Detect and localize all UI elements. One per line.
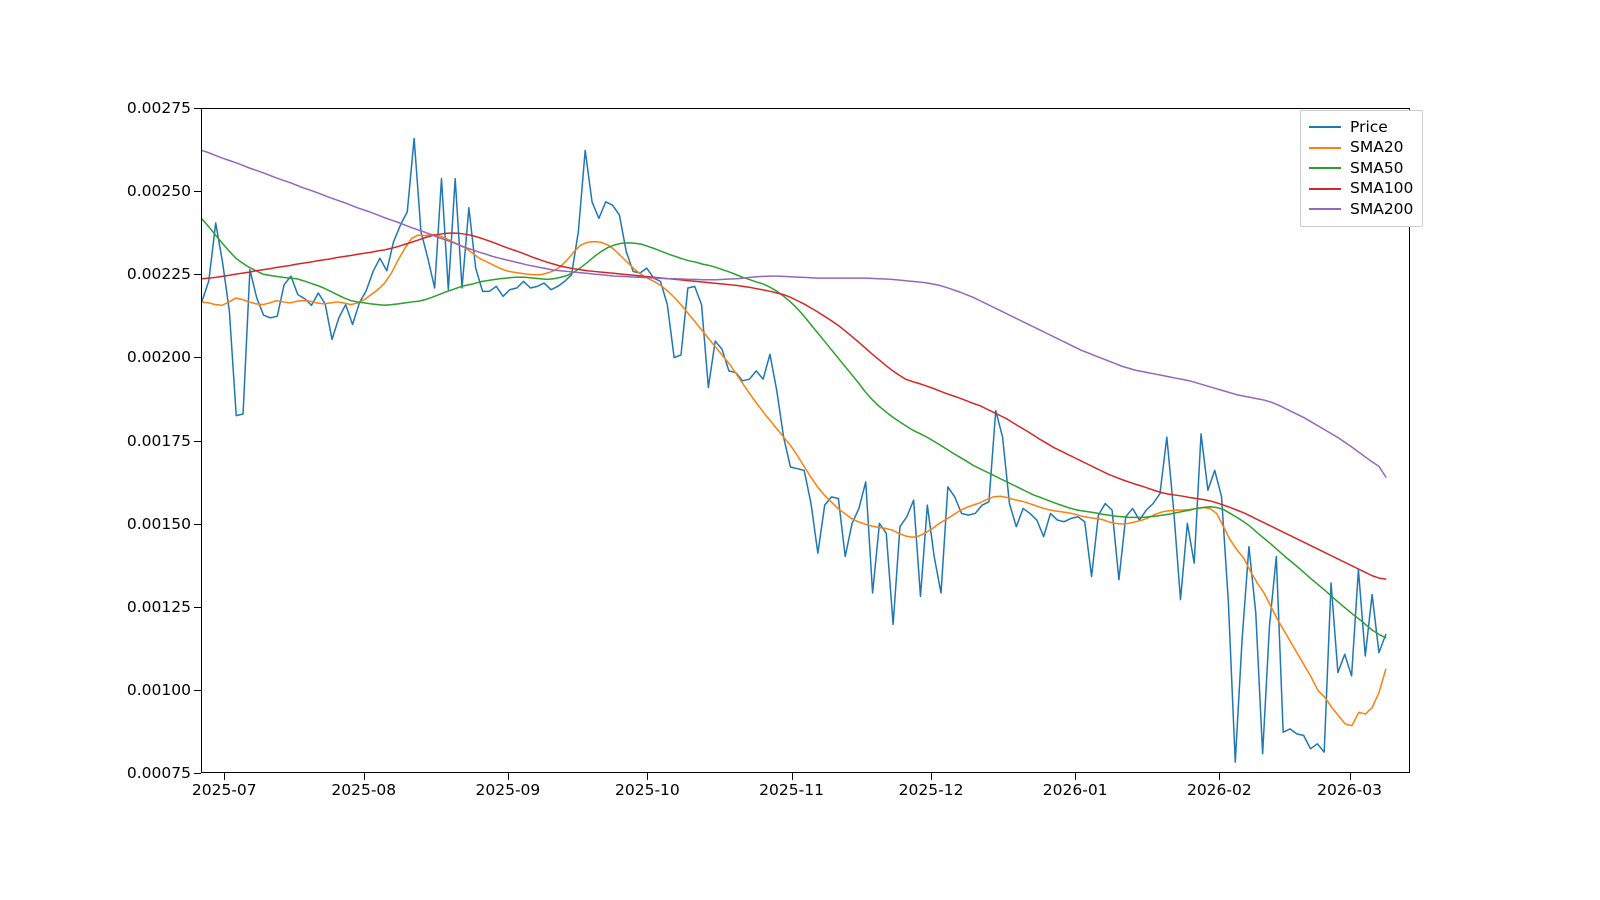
x-tick-label: 2025-09 xyxy=(475,781,541,799)
legend-label: SMA200 xyxy=(1350,199,1414,218)
legend-color-swatch xyxy=(1309,187,1341,190)
series-line-sma20 xyxy=(202,234,1386,725)
legend-color-swatch xyxy=(1309,208,1341,211)
x-tick-label: 2025-10 xyxy=(615,781,680,799)
y-tick-label: 0.00150 xyxy=(126,514,191,533)
x-tick-label: 2025-11 xyxy=(759,781,824,799)
legend-label: SMA20 xyxy=(1350,138,1404,156)
plot-area xyxy=(201,108,1410,773)
x-tick-mark xyxy=(647,773,649,780)
x-tick-label: 2025-12 xyxy=(898,781,964,799)
legend-color-swatch xyxy=(1309,126,1341,129)
y-tick-mark xyxy=(194,606,201,608)
x-tick-label: 2026-01 xyxy=(1042,781,1108,799)
y-tick-label: 0.00275 xyxy=(126,99,191,117)
x-tick-mark xyxy=(1075,773,1077,780)
x-tick-mark xyxy=(363,773,365,780)
x-tick-label: 2026-03 xyxy=(1317,781,1382,799)
y-tick-mark xyxy=(194,191,201,193)
y-tick-label: 0.00100 xyxy=(126,680,191,699)
legend-item-sma100[interactable]: SMA100 xyxy=(1309,179,1413,200)
y-tick-label: 0.00075 xyxy=(126,764,191,782)
y-tick-label: 0.00125 xyxy=(126,597,191,616)
y-tick-mark xyxy=(194,440,201,442)
series-line-sma200 xyxy=(202,150,1386,477)
y-tick-label: 0.00175 xyxy=(126,431,191,450)
series-line-sma50 xyxy=(202,219,1386,638)
legend-label: SMA100 xyxy=(1350,179,1414,197)
legend-color-swatch xyxy=(1309,146,1341,149)
y-tick-label: 0.00200 xyxy=(126,348,191,367)
x-tick-label: 2026-02 xyxy=(1186,781,1252,799)
series-line-price xyxy=(202,139,1386,763)
legend-item-price[interactable]: Price xyxy=(1309,117,1413,138)
chart-legend[interactable]: Price SMA20 SMA50 SMA100 SMA200 xyxy=(1300,110,1424,227)
series-line-sma100 xyxy=(202,233,1386,579)
legend-item-sma200[interactable]: SMA200 xyxy=(1309,199,1413,220)
legend-item-sma20[interactable]: SMA20 xyxy=(1309,138,1413,159)
x-tick-label: 2025-08 xyxy=(331,781,397,799)
x-tick-mark xyxy=(507,773,509,780)
y-tick-mark xyxy=(194,773,201,774)
y-tick-mark xyxy=(194,523,201,525)
y-tick-mark xyxy=(194,689,201,691)
y-tick-label: 0.00250 xyxy=(126,182,191,201)
x-tick-label: 2025-07 xyxy=(191,781,257,799)
x-tick-mark xyxy=(791,773,793,780)
y-tick-mark xyxy=(194,274,201,276)
legend-label: Price xyxy=(1350,117,1388,136)
y-tick-mark xyxy=(194,357,201,359)
x-tick-mark xyxy=(224,773,226,780)
y-tick-label: 0.00225 xyxy=(126,265,191,284)
x-tick-mark xyxy=(1219,773,1221,780)
legend-color-swatch xyxy=(1309,167,1341,170)
legend-item-sma50[interactable]: SMA50 xyxy=(1309,158,1413,179)
legend-label: SMA50 xyxy=(1350,158,1404,177)
x-tick-mark xyxy=(1349,773,1351,780)
y-tick-mark xyxy=(194,108,201,109)
series-canvas xyxy=(202,109,1409,772)
x-tick-mark xyxy=(931,773,933,780)
